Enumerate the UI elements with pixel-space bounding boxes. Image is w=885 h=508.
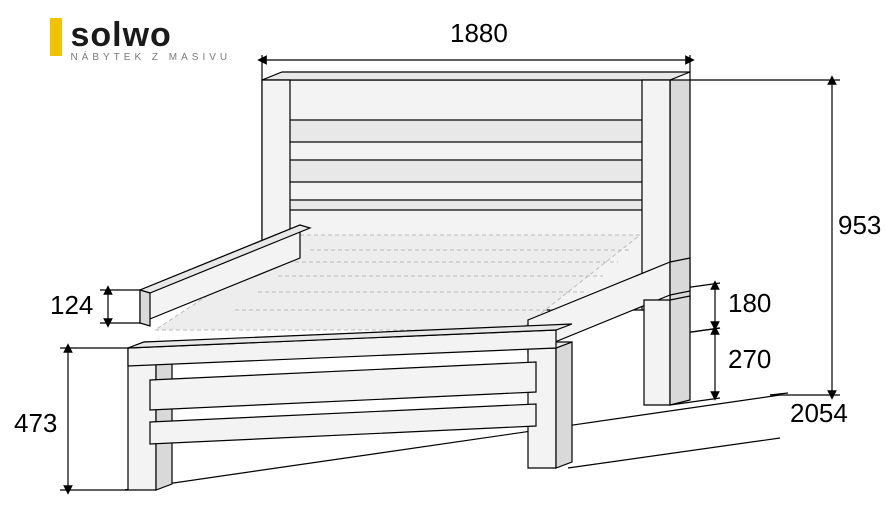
- bed-diagram: [0, 0, 885, 508]
- dim-clearance: 270: [728, 344, 771, 375]
- dim-slat-height: 180: [728, 288, 771, 319]
- dim-rail-height: 124: [50, 290, 93, 321]
- dim-footboard-height: 473: [14, 408, 57, 439]
- dim-width: 1880: [450, 18, 508, 49]
- dim-length: 2054: [790, 398, 848, 429]
- dim-headboard-height: 953: [838, 210, 881, 241]
